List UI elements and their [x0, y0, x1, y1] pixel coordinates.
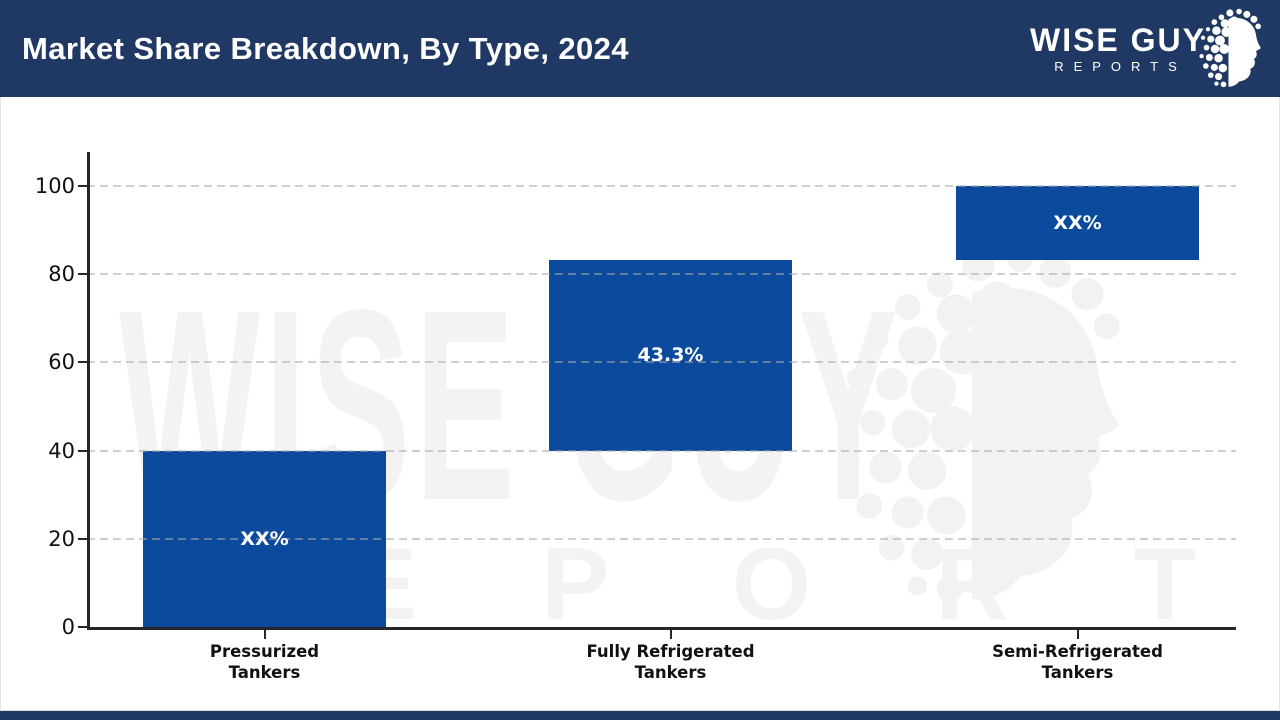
bar-value-label-2: 43.3%: [637, 344, 704, 367]
y-axis-tick-40: [78, 449, 87, 452]
gridline-100: [87, 185, 1236, 187]
header-bar: Market Share Breakdown, By Type, 2024 WI…: [0, 0, 1280, 97]
y-axis-tick-80: [78, 273, 87, 276]
category-label-1: Pressurized Tankers: [209, 642, 320, 682]
bar-value-label-3: XX%: [1053, 211, 1102, 234]
logo-text: WISE GUY REPORTS: [1030, 24, 1206, 74]
y-axis-tick-20: [78, 537, 87, 540]
y-axis-tick-100: [78, 185, 87, 187]
dotted-head-icon: [1199, 8, 1261, 87]
y-axis-tick-60: [78, 361, 87, 364]
x-axis-tick-3: [1076, 630, 1079, 639]
wise-guy-reports-logo: WISE GUY REPORTS: [1030, 8, 1280, 90]
x-axis-tick-2: [669, 630, 672, 639]
y-tick-label-20: 20: [48, 526, 75, 551]
bar-2: [549, 259, 792, 451]
gridline-20: [87, 537, 1236, 540]
chart-card: WISE GUY R E P O R T S 020406080100XX%43…: [0, 97, 1280, 711]
logo-wordmark: WISE GUY: [1029, 21, 1206, 58]
category-label-3: Semi-Refrigerated Tankers: [992, 642, 1163, 682]
y-tick-label-40: 40: [48, 438, 75, 463]
gridline-40: [87, 449, 1236, 452]
y-tick-label-100: 100: [34, 174, 75, 198]
page-title: Market Share Breakdown, By Type, 2024: [22, 30, 629, 66]
y-axis-tick-0: [78, 626, 87, 628]
gridline-60: [87, 361, 1236, 364]
footer-bar: [0, 711, 1280, 720]
x-axis-line: [87, 627, 1236, 630]
bar-3: [956, 186, 1199, 260]
watermark-head-icon: [840, 246, 1120, 603]
x-axis-tick-1: [263, 630, 266, 639]
y-tick-label-80: 80: [48, 262, 75, 287]
logo-subtitle: REPORTS: [1054, 58, 1187, 74]
category-label-2: Fully Refrigerated Tankers: [586, 642, 755, 682]
y-axis-line: [87, 152, 90, 630]
y-tick-label-0: 0: [61, 615, 75, 639]
bar-value-label-1: XX%: [240, 527, 289, 550]
y-tick-label-60: 60: [48, 350, 75, 375]
gridline-80: [87, 273, 1236, 276]
